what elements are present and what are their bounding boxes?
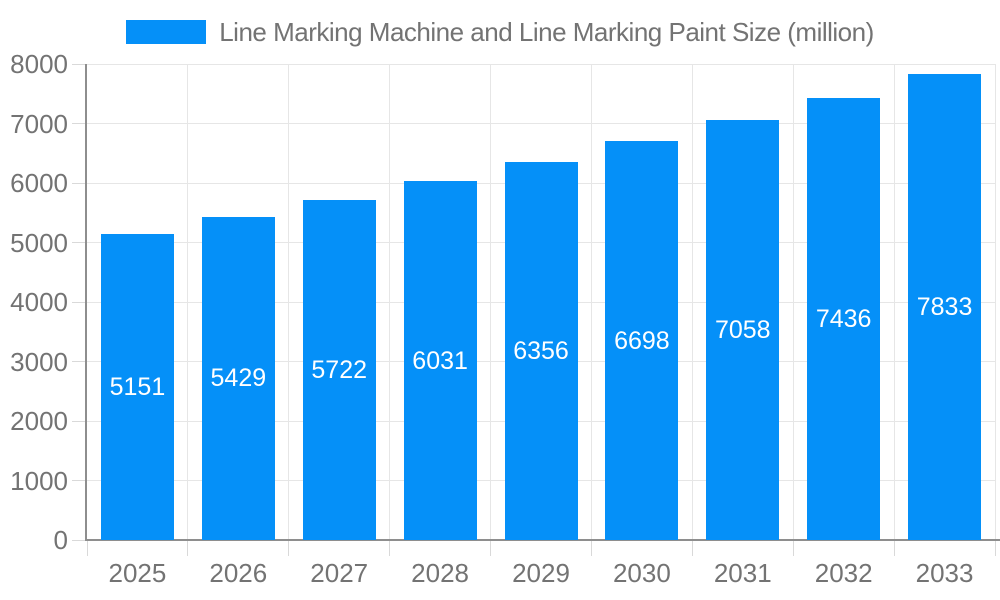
gridline-horizontal <box>87 123 995 124</box>
legend-swatch <box>126 20 207 44</box>
y-axis-tick <box>72 480 87 481</box>
y-axis-tick <box>72 63 87 65</box>
x-axis-tick <box>994 541 996 556</box>
bar-2026[interactable] <box>201 216 275 540</box>
x-axis-line <box>85 539 1000 541</box>
x-axis-tick <box>893 541 895 556</box>
y-tick-label: 6000 <box>10 168 68 198</box>
bar-value-label: 5722 <box>311 355 368 384</box>
x-tick-label: 2028 <box>411 558 470 588</box>
bar-2033[interactable] <box>908 73 982 540</box>
bar-value-label: 6031 <box>412 346 468 375</box>
y-axis-tick <box>72 539 87 541</box>
bar-2031[interactable] <box>706 120 780 540</box>
y-tick-label: 7000 <box>10 108 68 139</box>
bar-value-label: 6356 <box>513 336 569 365</box>
x-tick-label: 2030 <box>612 558 671 588</box>
gridline-vertical <box>187 64 189 540</box>
y-tick-label: 0 <box>53 525 68 555</box>
y-tick-label: 8000 <box>10 49 68 79</box>
y-tick-label: 2000 <box>10 406 68 436</box>
gridline-vertical <box>994 64 996 540</box>
x-axis-tick <box>288 541 290 556</box>
bar-2027[interactable] <box>302 199 376 540</box>
x-axis-tick <box>590 541 592 556</box>
gridline-vertical <box>893 64 895 540</box>
y-tick-label: 5000 <box>10 227 68 258</box>
x-axis-tick <box>490 541 492 556</box>
bar-value-label: 7833 <box>916 292 973 321</box>
bar-2025[interactable] <box>100 233 174 540</box>
bar-2029[interactable] <box>504 161 578 540</box>
x-axis-tick <box>187 541 189 556</box>
y-axis-tick <box>72 242 87 243</box>
gridline-vertical <box>490 64 492 540</box>
x-axis-tick <box>691 541 693 556</box>
bar-2030[interactable] <box>605 141 679 540</box>
chart-legend[interactable]: Line Marking Machine and Line Marking Pa… <box>0 17 1000 47</box>
bar-value-label: 7436 <box>815 304 872 333</box>
y-axis-tick <box>72 361 87 362</box>
gridline-vertical <box>590 64 592 540</box>
y-tick-label: 1000 <box>10 465 68 496</box>
legend-label: Line Marking Machine and Line Marking Pa… <box>219 16 874 47</box>
x-axis-tick <box>792 541 794 556</box>
y-axis-tick <box>72 301 87 303</box>
x-axis-tick <box>389 541 391 556</box>
x-tick-label: 2033 <box>915 558 974 588</box>
y-axis-tick <box>72 182 87 184</box>
x-tick-label: 2027 <box>310 558 369 588</box>
x-axis-tick <box>86 541 88 556</box>
x-tick-label: 2026 <box>209 558 268 588</box>
bar-value-label: 7058 <box>714 316 771 345</box>
bar-value-label: 5429 <box>210 364 267 393</box>
bar-2032[interactable] <box>807 97 881 540</box>
gridline-horizontal <box>87 63 995 65</box>
bar-2028[interactable] <box>403 181 477 540</box>
y-axis-tick <box>72 123 87 124</box>
y-axis-tick <box>72 420 87 422</box>
x-tick-label: 2029 <box>512 558 570 588</box>
gridline-vertical <box>288 64 290 540</box>
bar-value-label: 5151 <box>109 372 166 401</box>
x-tick-label: 2025 <box>108 558 167 588</box>
y-tick-label: 4000 <box>10 287 68 317</box>
gridline-vertical <box>792 64 794 540</box>
bar-value-label: 6698 <box>614 326 670 355</box>
y-tick-label: 3000 <box>10 346 68 377</box>
x-tick-label: 2032 <box>814 558 873 588</box>
y-axis-line <box>85 64 87 540</box>
gridline-vertical <box>389 64 391 540</box>
gridline-vertical <box>691 64 693 540</box>
x-tick-label: 2031 <box>713 558 772 588</box>
